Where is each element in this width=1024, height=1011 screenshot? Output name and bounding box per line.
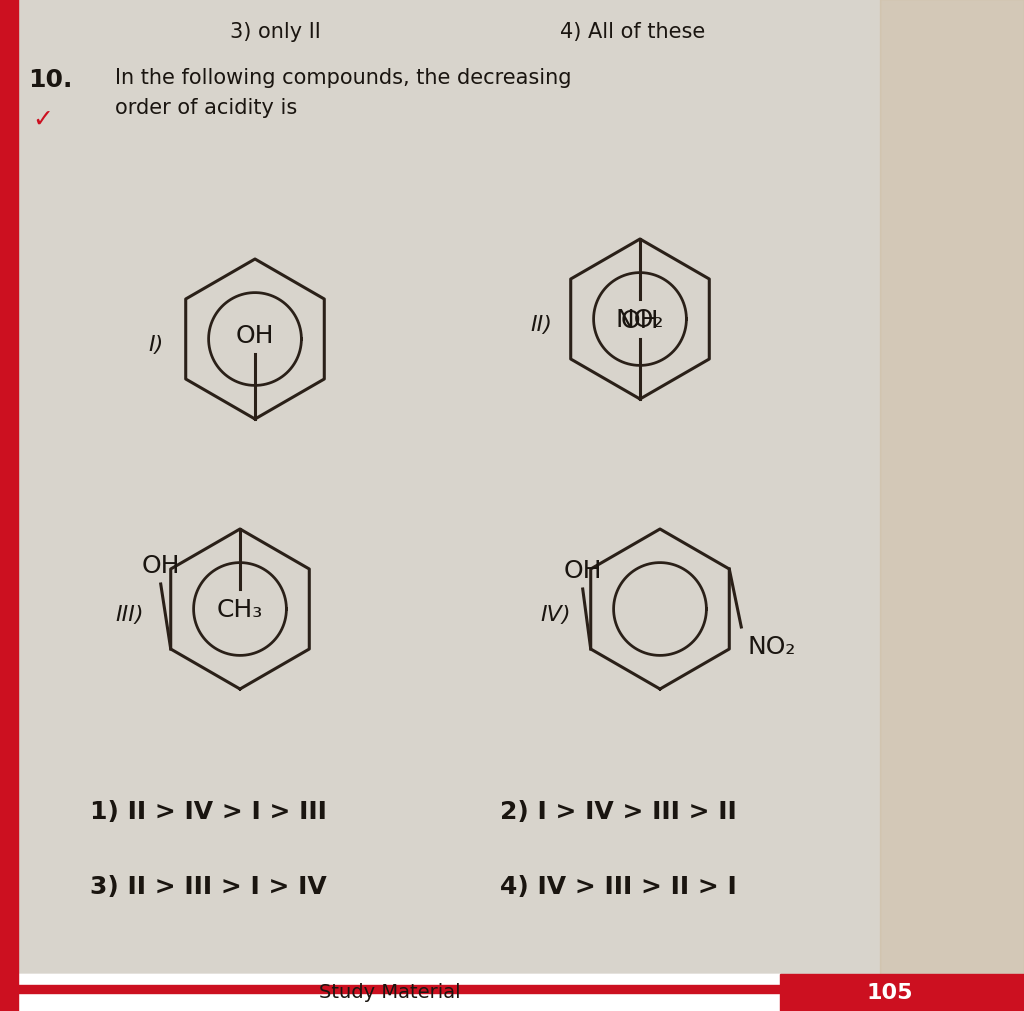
Text: CH₃: CH₃: [217, 598, 263, 622]
Text: 3) only II: 3) only II: [230, 22, 321, 42]
Text: 1) II > IV > I > III: 1) II > IV > I > III: [90, 800, 327, 823]
Text: 4) All of these: 4) All of these: [560, 22, 706, 42]
Text: Study Material: Study Material: [319, 983, 461, 1002]
Bar: [780, 974, 1024, 1011]
Bar: [0, 0, 18, 1011]
Bar: [0, 974, 780, 1011]
Text: order of acidity is: order of acidity is: [115, 98, 297, 118]
Text: NO₂: NO₂: [615, 307, 665, 332]
Text: OH: OH: [236, 324, 274, 348]
Text: OH: OH: [141, 553, 180, 577]
Text: In the following compounds, the decreasing: In the following compounds, the decreasi…: [115, 68, 571, 88]
Text: IV): IV): [540, 605, 570, 625]
Text: OH: OH: [621, 308, 659, 333]
Text: II): II): [530, 314, 552, 335]
Text: OH: OH: [563, 558, 602, 582]
Text: NO₂: NO₂: [748, 634, 796, 658]
Bar: [880, 0, 1024, 1011]
Text: 3) II > III > I > IV: 3) II > III > I > IV: [90, 875, 327, 898]
Text: I): I): [148, 335, 163, 355]
Text: 10.: 10.: [28, 68, 73, 92]
Text: III): III): [115, 605, 143, 625]
Text: 105: 105: [866, 982, 913, 1002]
Bar: [0, 974, 780, 1011]
Bar: [0, 985, 830, 993]
Text: 4) IV > III > II > I: 4) IV > III > II > I: [500, 875, 736, 898]
Text: ✓: ✓: [32, 108, 53, 131]
Text: 2) I > IV > III > II: 2) I > IV > III > II: [500, 800, 736, 823]
